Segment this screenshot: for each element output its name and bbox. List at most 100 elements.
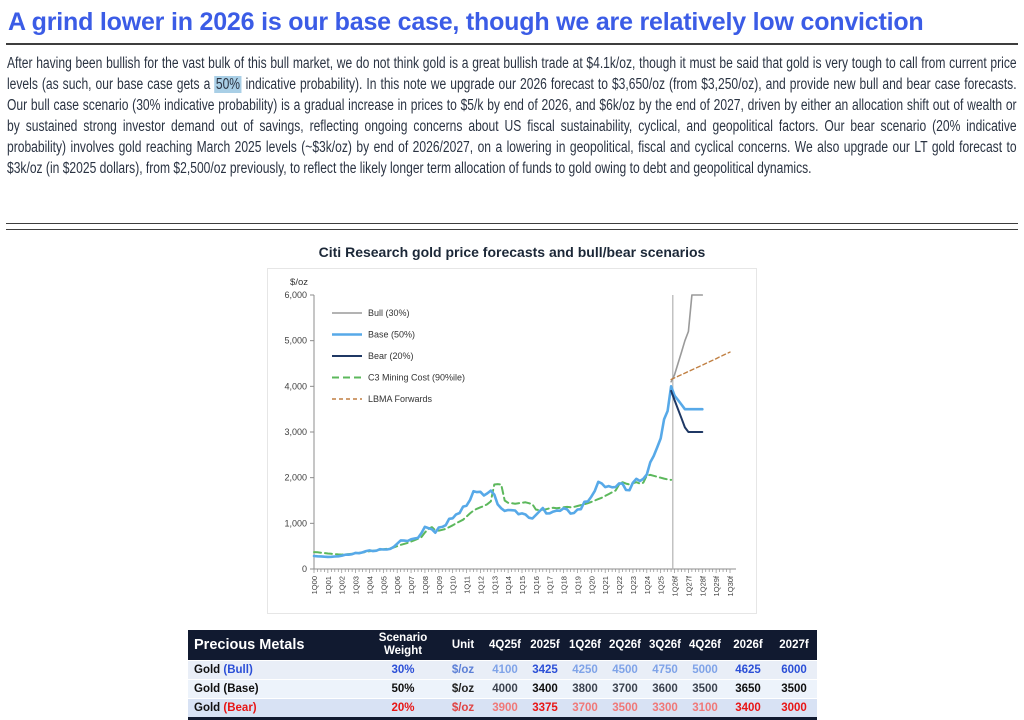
value: 5000 [692, 664, 718, 676]
paragraph-divider-line-2 [6, 229, 1018, 230]
scenario-weight: 50% [391, 683, 415, 695]
table-cell-2q26f: 3500 [605, 698, 645, 719]
table-cell-unit: $/oz [441, 679, 485, 699]
y-tick-label: 2,000 [284, 473, 307, 483]
value: 6000 [781, 664, 807, 676]
table-cell-2027f: 3000 [771, 698, 817, 719]
forecast-table: Precious Metals Scenario Weight Unit 4Q25f 2… [188, 630, 817, 720]
title-divider [6, 43, 1018, 45]
series-line-bear-20 [670, 389, 704, 433]
x-tick-label: 1Q20 [587, 576, 596, 594]
scenario-weight: 30% [391, 664, 415, 676]
table-cell-2q26f: 4500 [605, 660, 645, 680]
value: 4100 [492, 664, 518, 676]
value: 3300 [652, 702, 678, 714]
x-tick-label: 1Q18 [560, 576, 569, 594]
value: 3400 [735, 702, 761, 714]
x-tick-label: 1Q25 [657, 576, 666, 594]
legend-label: C3 Mining Cost (90%ile) [368, 373, 465, 383]
series-line-bull-30 [670, 294, 704, 383]
value: 3425 [532, 664, 558, 676]
x-tick-label: 1Q07 [407, 576, 416, 594]
x-tick-label: 1Q23 [629, 576, 638, 594]
column-header-unit: Unit [451, 638, 475, 651]
x-tick-label: 1Q22 [615, 576, 624, 594]
case-label: (Bull) [223, 664, 253, 676]
chart-legend: Bull (30%) Base (50%) Bear (20%) C3 Mining … [332, 308, 465, 404]
forecast-table-header: Precious Metals Scenario Weight Unit 4Q25f 2… [188, 630, 817, 661]
value: 3100 [692, 702, 718, 714]
value: 4750 [652, 664, 678, 676]
gold-forecast-chart: 0 1,000 2,000 3,000 4,000 5,000 6,000 $/oz 1Q00 1… [267, 268, 757, 614]
table-cell-4q26f: 3100 [685, 698, 725, 719]
x-tick-label: 1Q03 [352, 576, 361, 594]
paragraph-text-after: indicative probability). In this note we… [7, 76, 1017, 177]
series-line-lbma-forwards [670, 351, 731, 381]
value: 3700 [612, 683, 638, 695]
column-header-precious-metals: Precious Metals [194, 636, 305, 653]
legend-label: Base (50%) [368, 330, 415, 340]
x-tick-label: 1Q26f [671, 575, 680, 596]
chart-title: Citi Research gold price forecasts and b… [318, 244, 706, 260]
value: 3500 [612, 702, 638, 714]
table-cell-1q26f: 4250 [565, 660, 605, 680]
table-cell-2025f: 3400 [525, 679, 565, 699]
value: 3000 [781, 702, 807, 714]
column-header-3q26f: 3Q26f [649, 638, 681, 651]
table-cell-3q26f: 3600 [645, 679, 685, 699]
value: 3650 [735, 683, 761, 695]
column-header-2q26f: 2Q26f [609, 638, 641, 651]
table-cell-weight: 20% [365, 698, 441, 719]
table-cell-4q25f: 4100 [485, 660, 525, 680]
value: 3900 [492, 702, 518, 714]
value: 3800 [572, 683, 598, 695]
value: 4250 [572, 664, 598, 676]
paragraph-divider [6, 223, 1018, 230]
metal-label: Gold [194, 702, 224, 714]
column-header-4q26f: 4Q26f [689, 638, 721, 651]
value: 4625 [735, 664, 761, 676]
highlight-50-percent: 50% [214, 76, 242, 93]
table-cell-weight: 30% [365, 660, 441, 680]
x-tick-label: 1Q19 [573, 576, 582, 594]
column-header-2025f: 2025f [530, 638, 560, 651]
table-cell-2025f: 3375 [525, 698, 565, 719]
table-cell-4q26f: 3500 [685, 679, 725, 699]
x-tick-label: 1Q10 [449, 576, 458, 594]
metal-label: Gold [194, 683, 224, 695]
y-tick-label: 3,000 [284, 427, 307, 437]
table-row-gold-base: Gold (Base) 50% $/oz 4000 3400 3800 3700 3600 35… [188, 679, 817, 699]
table-cell-2q26f: 3700 [605, 679, 645, 699]
unit: $/oz [451, 702, 475, 714]
x-tick-label: 1Q30f [726, 575, 735, 596]
value: 3600 [652, 683, 678, 695]
x-axis: 1Q00 1Q01 1Q02 1Q03 1Q04 1Q05 1Q06 1Q07 1Q08 1Q09… [310, 568, 736, 596]
paragraph-divider-line-1 [6, 223, 1018, 229]
value: 3500 [692, 683, 718, 695]
column-header-2026f: 2026f [733, 638, 763, 651]
scenario-weight: 20% [391, 702, 415, 714]
x-tick-label: 1Q11 [463, 576, 472, 594]
table-cell-1q26f: 3800 [565, 679, 605, 699]
table-cell-metal: Gold (Base) [188, 679, 365, 699]
x-tick-label: 1Q17 [546, 576, 555, 594]
column-header-2027f: 2027f [779, 638, 809, 651]
x-tick-label: 1Q06 [393, 576, 402, 594]
table-cell-2026f: 3400 [725, 698, 771, 719]
x-tick-label: 1Q02 [338, 576, 347, 594]
metal-label: Gold [194, 664, 224, 676]
x-tick-label: 1Q00 [310, 576, 319, 594]
table-header-row: Precious Metals Scenario Weight Unit 4Q25f 2… [188, 630, 817, 661]
unit: $/oz [451, 664, 475, 676]
table-cell-weight: 50% [365, 679, 441, 699]
table-cell-4q25f: 3900 [485, 698, 525, 719]
x-tick-label: 1Q27f [684, 575, 693, 596]
x-tick-label: 1Q05 [379, 576, 388, 594]
table-cell-3q26f: 3300 [645, 698, 685, 719]
y-tick-label: 4,000 [284, 381, 307, 391]
x-tick-label: 1Q13 [490, 576, 499, 594]
y-axis-title: $/oz [290, 277, 308, 288]
value: 4000 [492, 683, 518, 695]
column-header-1q26f: 1Q26f [569, 638, 601, 651]
